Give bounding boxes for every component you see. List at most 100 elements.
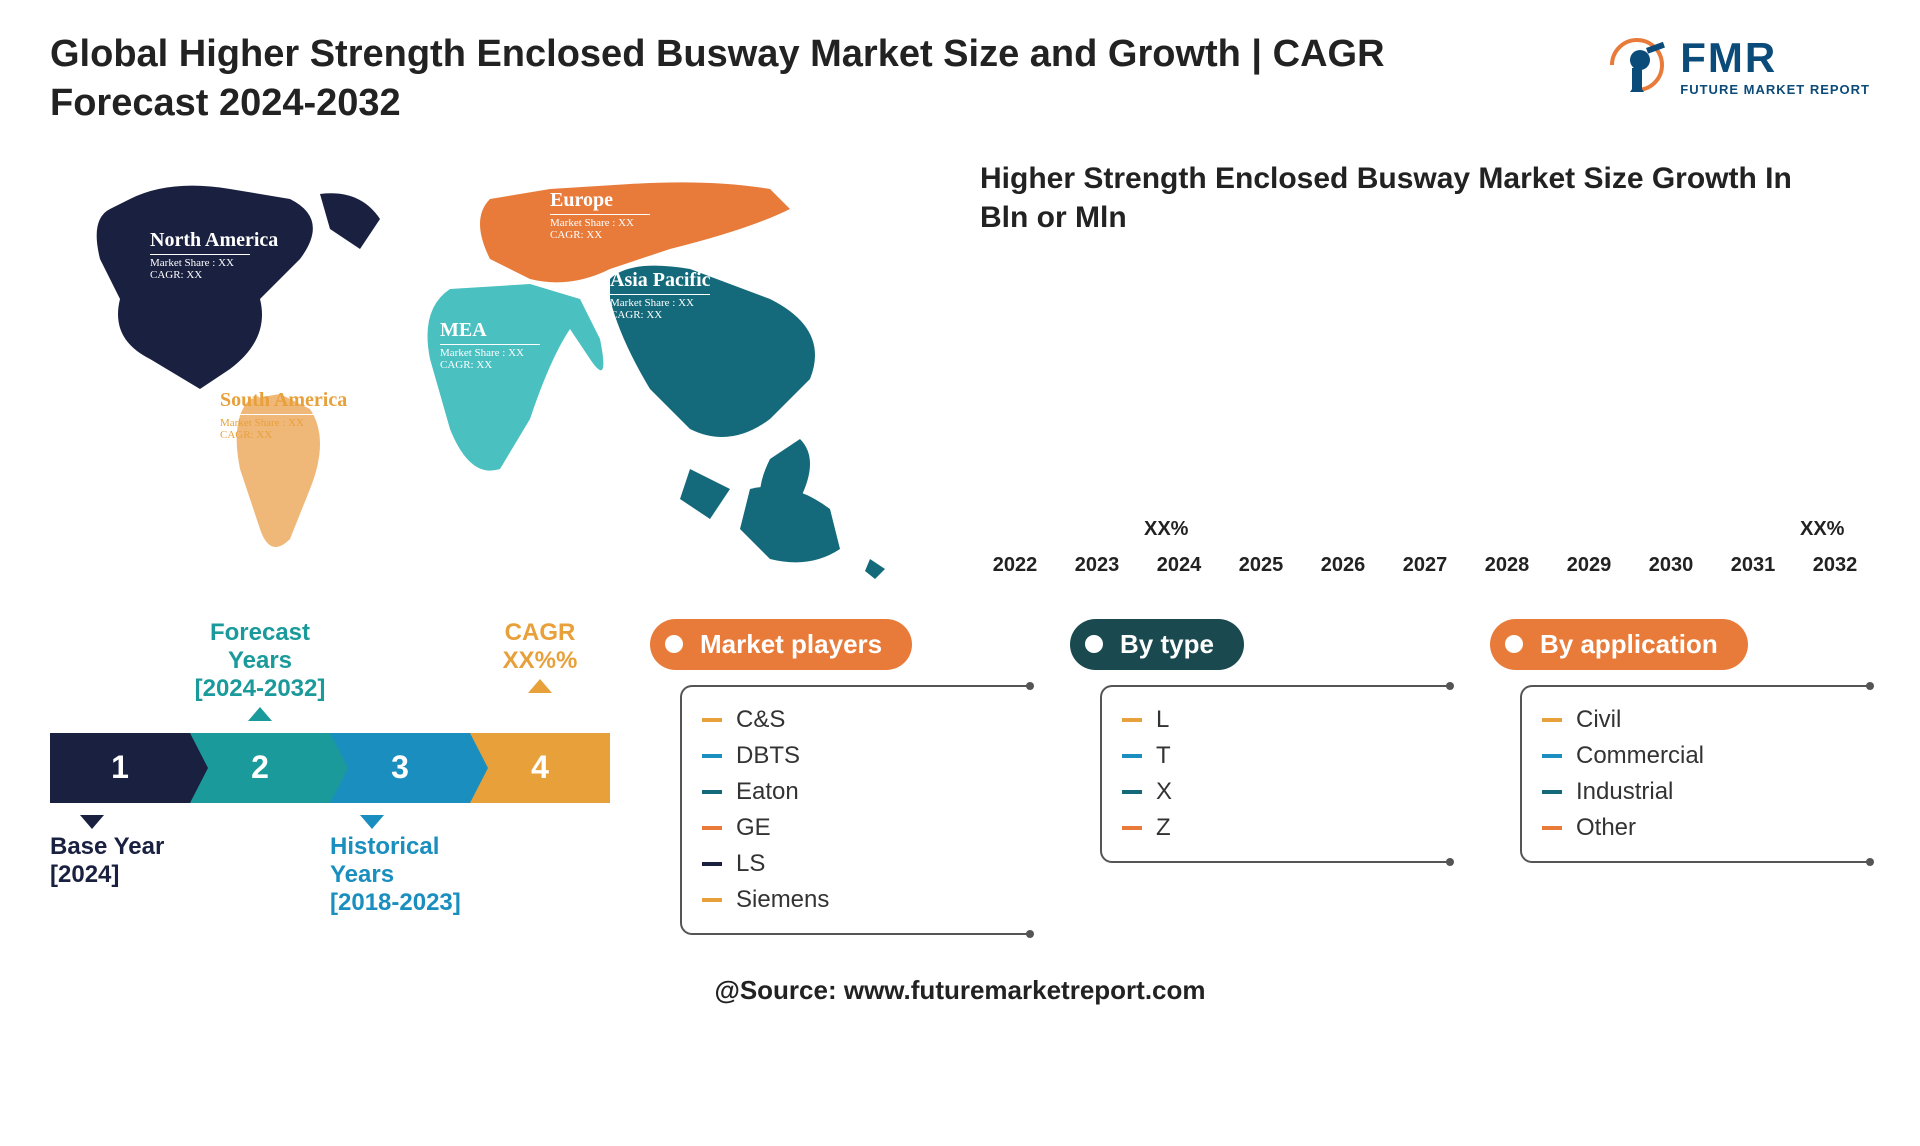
dash-icon bbox=[1122, 754, 1142, 758]
region-share: Market Share : XX bbox=[550, 217, 650, 229]
timeline-seg-1: 1 bbox=[50, 733, 190, 803]
category-item: Siemens bbox=[702, 882, 1030, 918]
dash-icon bbox=[1542, 790, 1562, 794]
region-name: North America bbox=[150, 229, 278, 252]
category-item: Civil bbox=[1542, 702, 1870, 738]
bar-year-label: 2031 bbox=[1731, 554, 1776, 577]
region-cagr: CAGR: XX bbox=[610, 309, 711, 321]
bar-2031: 2031 bbox=[1718, 546, 1788, 577]
bar-2024: XX% 2024 bbox=[1144, 546, 1214, 577]
region-name: MEA bbox=[440, 319, 540, 342]
dash-icon bbox=[1122, 718, 1142, 722]
dash-icon bbox=[702, 826, 722, 830]
category-header: By application bbox=[1490, 619, 1748, 670]
item-label: LS bbox=[736, 850, 765, 878]
cagr-value: XX%% bbox=[470, 647, 610, 675]
item-label: Industrial bbox=[1576, 778, 1673, 806]
logo-main-text: FMR bbox=[1680, 34, 1870, 82]
bar-2022: 2022 bbox=[980, 546, 1050, 577]
bar-year-label: 2028 bbox=[1485, 554, 1530, 577]
region-share: Market Share : XX bbox=[610, 297, 711, 309]
region-share: Market Share : XX bbox=[150, 257, 278, 269]
category-1: By type LTXZ bbox=[1070, 619, 1450, 935]
category-item: Industrial bbox=[1542, 774, 1870, 810]
bar-year-label: 2024 bbox=[1157, 554, 1202, 577]
bar-2025: 2025 bbox=[1226, 546, 1296, 577]
category-item: Eaton bbox=[702, 774, 1030, 810]
bar-2027: 2027 bbox=[1390, 546, 1460, 577]
item-label: T bbox=[1156, 742, 1171, 770]
item-label: Eaton bbox=[736, 778, 799, 806]
bar-year-label: 2027 bbox=[1403, 554, 1448, 577]
triangle-up-icon bbox=[528, 679, 552, 693]
region-name: Asia Pacific bbox=[610, 269, 711, 292]
region-europe: Europe Market Share : XX CAGR: XX bbox=[550, 189, 650, 241]
dash-icon bbox=[702, 754, 722, 758]
region-share: Market Share : XX bbox=[440, 347, 540, 359]
bar-2032: XX% 2032 bbox=[1800, 546, 1870, 577]
category-item: T bbox=[1122, 738, 1450, 774]
cagr-label: CAGR bbox=[470, 619, 610, 647]
bar-year-label: 2022 bbox=[993, 554, 1038, 577]
category-item: C&S bbox=[702, 702, 1030, 738]
world-map-section: North America Market Share : XX CAGR: XX… bbox=[50, 159, 940, 579]
category-header: Market players bbox=[650, 619, 912, 670]
timeline-seg-3: 3 bbox=[330, 733, 470, 803]
bar-2029: 2029 bbox=[1554, 546, 1624, 577]
category-item: GE bbox=[702, 810, 1030, 846]
region-asia-pacific: Asia Pacific Market Share : XX CAGR: XX bbox=[610, 269, 711, 321]
category-2: By application Civil Commercial Industrial… bbox=[1490, 619, 1870, 935]
dash-icon bbox=[702, 862, 722, 866]
bar-year-label: 2025 bbox=[1239, 554, 1284, 577]
bar-year-label: 2029 bbox=[1567, 554, 1612, 577]
region-south-america: South America Market Share : XX CAGR: XX bbox=[220, 389, 347, 441]
bar-2028: 2028 bbox=[1472, 546, 1542, 577]
bar-2026: 2026 bbox=[1308, 546, 1378, 577]
timeline-section: Forecast Years [2024-2032] CAGR XX%% 1 2… bbox=[50, 619, 610, 935]
dash-icon bbox=[1542, 826, 1562, 830]
category-item: L bbox=[1122, 702, 1450, 738]
source-text: @Source: www.futuremarketreport.com bbox=[50, 975, 1870, 1006]
region-mea: MEA Market Share : XX CAGR: XX bbox=[440, 319, 540, 371]
category-bracket: C&S DBTS Eaton GE LS Siemens bbox=[680, 685, 1030, 935]
bar-year-label: 2030 bbox=[1649, 554, 1694, 577]
item-label: X bbox=[1156, 778, 1172, 806]
logo-sub-text: FUTURE MARKET REPORT bbox=[1680, 82, 1870, 97]
bar-year-label: 2023 bbox=[1075, 554, 1120, 577]
region-share: Market Share : XX bbox=[220, 417, 347, 429]
timeline-seg-2: 2 bbox=[190, 733, 330, 803]
region-name: South America bbox=[220, 389, 347, 412]
forecast-range: [2024-2032] bbox=[190, 675, 330, 703]
item-label: Siemens bbox=[736, 886, 829, 914]
region-cagr: CAGR: XX bbox=[550, 229, 650, 241]
category-bracket: LTXZ bbox=[1100, 685, 1450, 863]
hist-range: [2018-2023] bbox=[330, 889, 470, 917]
bar-year-label: 2032 bbox=[1813, 554, 1858, 577]
forecast-label: Forecast Years bbox=[190, 619, 330, 675]
category-item: DBTS bbox=[702, 738, 1030, 774]
triangle-up-icon bbox=[248, 707, 272, 721]
item-label: DBTS bbox=[736, 742, 800, 770]
category-item: Commercial bbox=[1542, 738, 1870, 774]
bar-chart-section: Higher Strength Enclosed Busway Market S… bbox=[980, 159, 1870, 579]
item-label: Commercial bbox=[1576, 742, 1704, 770]
dash-icon bbox=[1122, 826, 1142, 830]
item-label: L bbox=[1156, 706, 1169, 734]
dash-icon bbox=[702, 898, 722, 902]
category-list: LTXZ bbox=[1122, 702, 1450, 846]
category-header: By type bbox=[1070, 619, 1244, 670]
page-title: Global Higher Strength Enclosed Busway M… bbox=[50, 30, 1550, 129]
category-item: X bbox=[1122, 774, 1450, 810]
triangle-down-icon bbox=[360, 815, 384, 829]
dash-icon bbox=[1122, 790, 1142, 794]
region-north-america: North America Market Share : XX CAGR: XX bbox=[150, 229, 278, 281]
item-label: C&S bbox=[736, 706, 785, 734]
region-cagr: CAGR: XX bbox=[150, 269, 278, 281]
timeline-bar: 1 2 3 4 bbox=[50, 733, 610, 803]
category-0: Market players C&S DBTS Eaton GE LS Siemens bbox=[650, 619, 1030, 935]
bar-top-label: XX% bbox=[1144, 518, 1188, 541]
item-label: Other bbox=[1576, 814, 1636, 842]
triangle-down-icon bbox=[80, 815, 104, 829]
bar-year-label: 2026 bbox=[1321, 554, 1366, 577]
category-bracket: Civil Commercial Industrial Other bbox=[1520, 685, 1870, 863]
